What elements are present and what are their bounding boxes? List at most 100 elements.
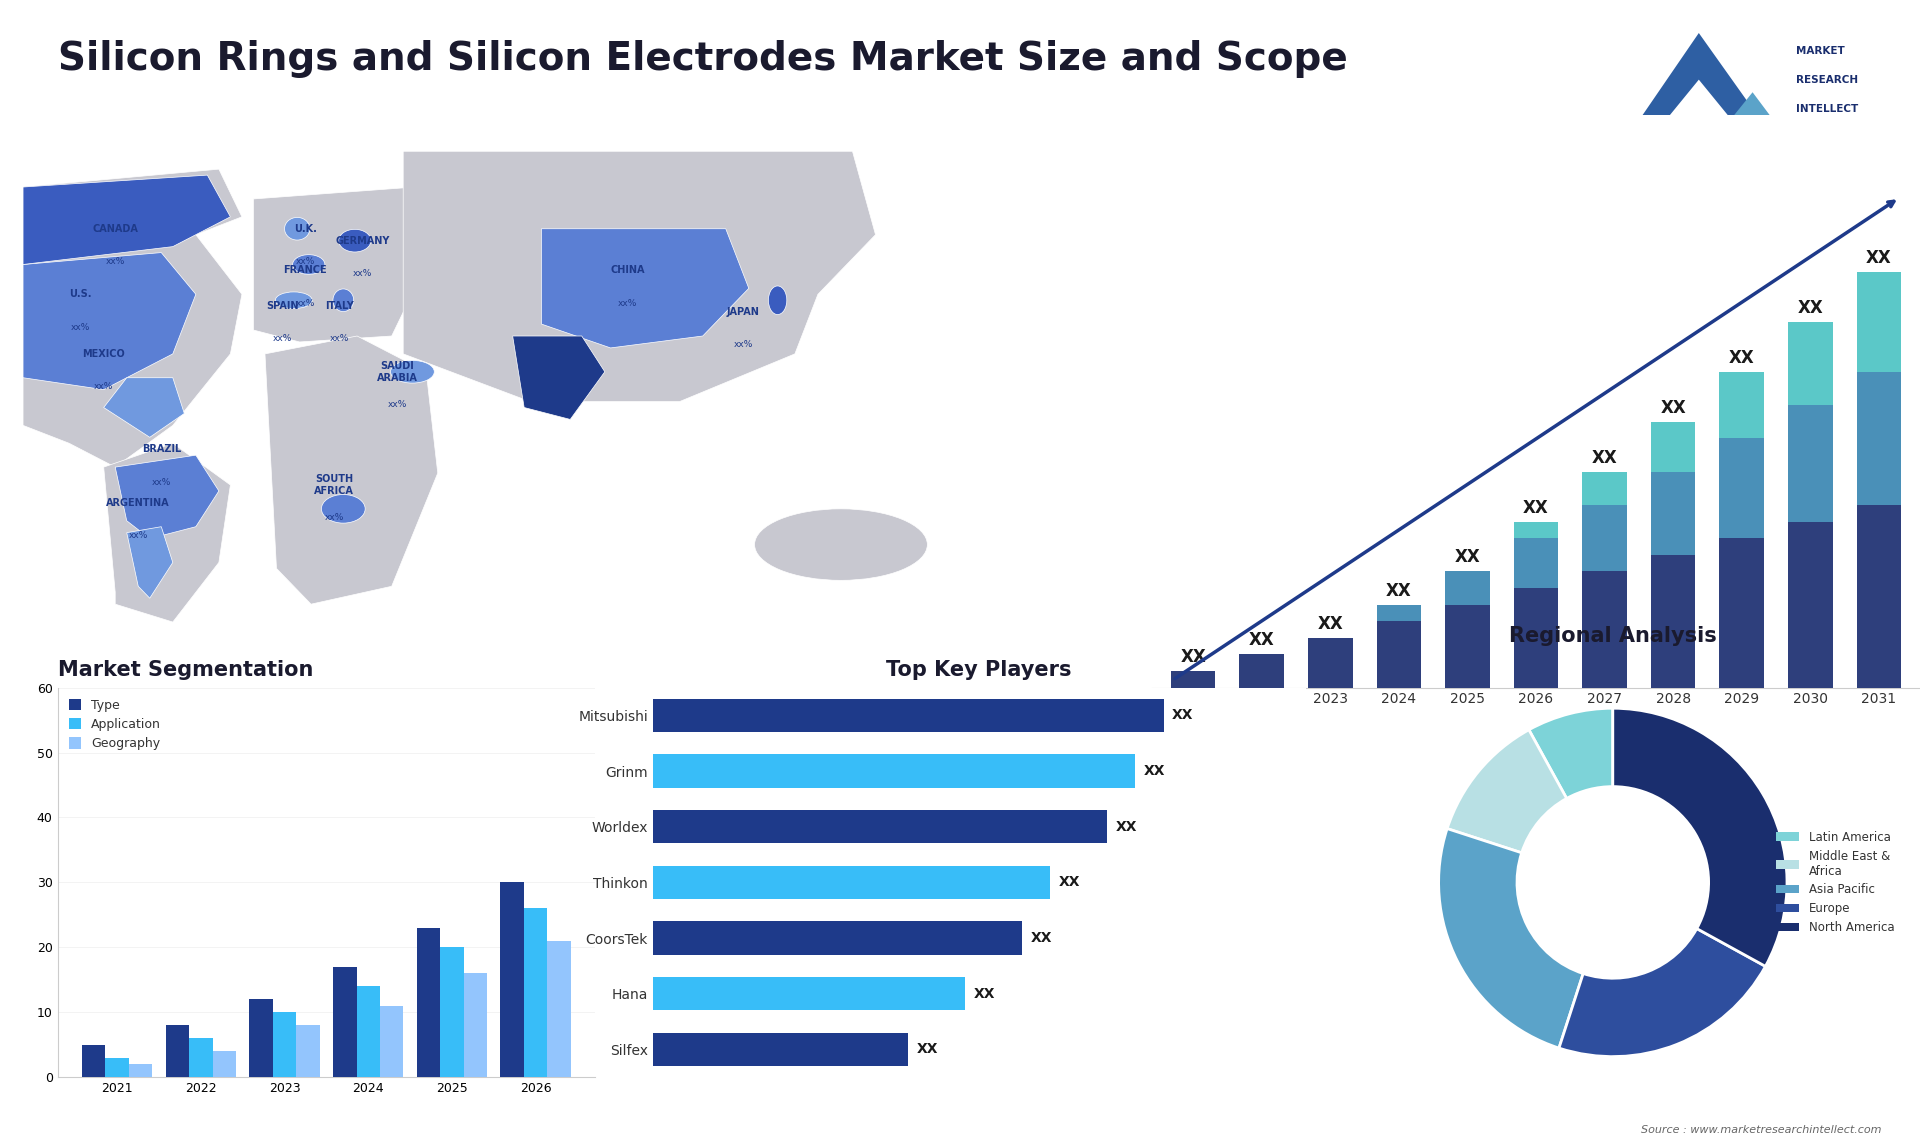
Bar: [1720, 539, 1764, 688]
Bar: [1240, 654, 1284, 688]
Text: XX: XX: [1144, 764, 1165, 778]
Text: xx%: xx%: [324, 513, 344, 523]
Text: XX: XX: [1797, 299, 1824, 317]
Bar: [1308, 638, 1352, 688]
Bar: [1171, 672, 1215, 688]
Bar: [1720, 372, 1764, 439]
Text: XX: XX: [1116, 819, 1137, 834]
Text: BRAZIL: BRAZIL: [142, 445, 180, 454]
Ellipse shape: [284, 218, 309, 240]
Bar: [190, 1038, 213, 1077]
Bar: [106, 1058, 129, 1077]
Bar: [332, 967, 357, 1077]
Bar: [1857, 505, 1901, 688]
Text: XX: XX: [1386, 581, 1411, 599]
Text: INDIA: INDIA: [532, 355, 563, 364]
Text: XX: XX: [1058, 876, 1081, 889]
Ellipse shape: [768, 286, 787, 314]
Text: SOUTH
AFRICA: SOUTH AFRICA: [315, 474, 353, 496]
Bar: [1651, 555, 1695, 688]
Text: xx%: xx%: [94, 382, 113, 391]
Wedge shape: [1528, 708, 1613, 799]
Bar: [1513, 539, 1559, 588]
Text: Silicon Rings and Silicon Electrodes Market Size and Scope: Silicon Rings and Silicon Electrodes Mar…: [58, 40, 1348, 78]
Text: xx%: xx%: [618, 299, 637, 308]
Text: xx%: xx%: [129, 531, 148, 540]
Polygon shape: [23, 170, 242, 468]
Bar: [653, 754, 1135, 787]
Polygon shape: [265, 336, 438, 604]
Text: XX: XX: [1173, 708, 1194, 722]
Polygon shape: [403, 151, 876, 401]
Bar: [463, 973, 488, 1077]
Ellipse shape: [755, 509, 927, 580]
Polygon shape: [127, 527, 173, 598]
Bar: [1446, 572, 1490, 605]
Text: MARKET: MARKET: [1795, 46, 1845, 56]
Polygon shape: [104, 444, 230, 622]
Text: XX: XX: [1031, 931, 1052, 945]
Text: xx%: xx%: [538, 388, 557, 398]
Polygon shape: [115, 455, 219, 539]
Wedge shape: [1559, 928, 1766, 1057]
Text: xx%: xx%: [388, 400, 407, 409]
Bar: [1651, 472, 1695, 555]
Bar: [129, 1065, 152, 1077]
Title: Top Key Players: Top Key Players: [887, 660, 1071, 681]
Bar: [165, 1026, 190, 1077]
Text: ARGENTINA: ARGENTINA: [106, 497, 171, 508]
Ellipse shape: [332, 289, 353, 312]
Bar: [1788, 406, 1832, 521]
Bar: [1513, 588, 1559, 688]
Bar: [250, 999, 273, 1077]
Bar: [380, 1006, 403, 1077]
Text: XX: XX: [1523, 499, 1549, 517]
Text: XX: XX: [1181, 647, 1206, 666]
Bar: [653, 1033, 908, 1066]
Text: XX: XX: [973, 987, 995, 1000]
Text: xx%: xx%: [296, 257, 315, 266]
Bar: [653, 810, 1108, 843]
Bar: [273, 1012, 296, 1077]
Text: xx%: xx%: [353, 269, 372, 278]
Legend: Latin America, Middle East &
Africa, Asia Pacific, Europe, North America: Latin America, Middle East & Africa, Asi…: [1770, 826, 1899, 939]
Bar: [1513, 521, 1559, 539]
Text: XX: XX: [916, 1043, 939, 1057]
Text: SPAIN: SPAIN: [267, 301, 298, 312]
Bar: [653, 865, 1050, 900]
Text: MEXICO: MEXICO: [83, 348, 125, 359]
Text: xx%: xx%: [106, 257, 125, 266]
Text: XX: XX: [1455, 548, 1480, 566]
Bar: [1788, 322, 1832, 406]
Text: ITALY: ITALY: [326, 301, 353, 312]
Text: xx%: xx%: [273, 335, 292, 344]
Text: JAPAN: JAPAN: [726, 307, 760, 317]
Bar: [1377, 621, 1421, 688]
Bar: [653, 978, 966, 1011]
Text: xx%: xx%: [330, 335, 349, 344]
Ellipse shape: [275, 292, 313, 308]
Bar: [440, 948, 463, 1077]
Polygon shape: [541, 229, 749, 348]
Title: Regional Analysis: Regional Analysis: [1509, 626, 1716, 646]
Ellipse shape: [390, 361, 434, 383]
Bar: [1651, 422, 1695, 472]
Wedge shape: [1613, 708, 1788, 966]
Bar: [1788, 521, 1832, 688]
Bar: [653, 921, 1021, 955]
Bar: [417, 928, 440, 1077]
Text: XX: XX: [1728, 350, 1755, 367]
Bar: [1857, 372, 1901, 505]
Polygon shape: [253, 187, 449, 342]
Text: INTELLECT: INTELLECT: [1795, 103, 1859, 113]
Text: U.S.: U.S.: [69, 289, 92, 299]
Polygon shape: [23, 252, 196, 390]
Ellipse shape: [338, 229, 371, 252]
Text: FRANCE: FRANCE: [284, 266, 326, 275]
Text: SAUDI
ARABIA: SAUDI ARABIA: [376, 361, 419, 383]
Text: XX: XX: [1661, 399, 1686, 417]
Bar: [1446, 605, 1490, 688]
Bar: [1582, 505, 1626, 572]
Bar: [213, 1051, 236, 1077]
Bar: [547, 941, 570, 1077]
